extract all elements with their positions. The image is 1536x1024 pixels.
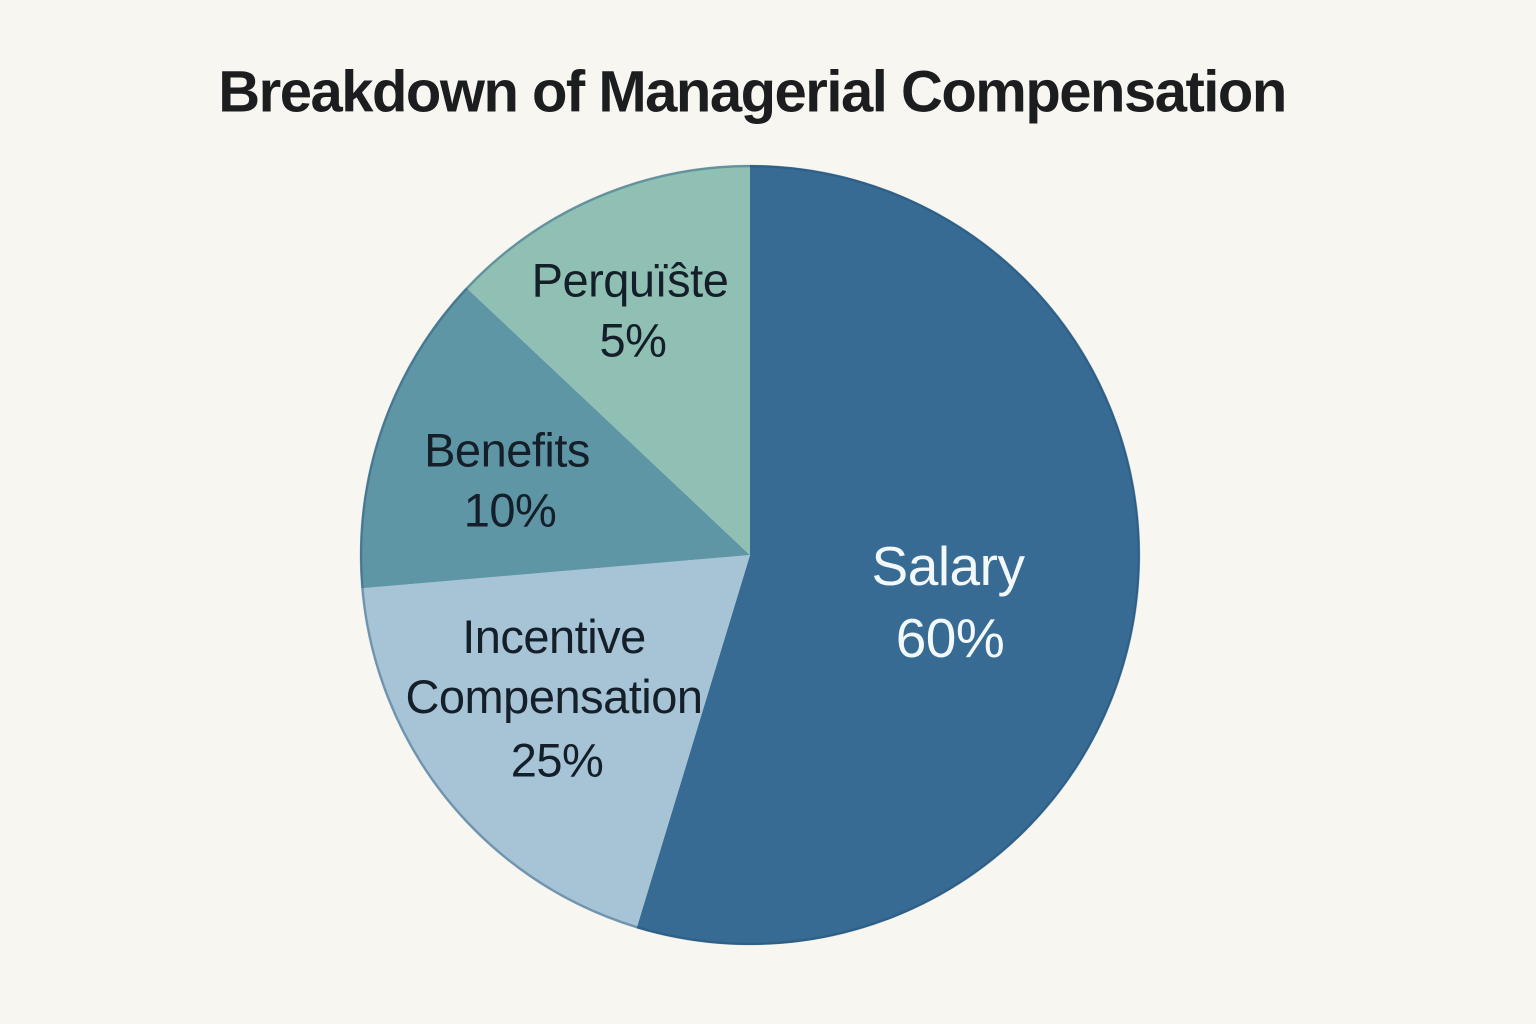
slice-label-benefits: Benefits [424,423,590,477]
pie-slice-incentive-compensation [361,555,750,929]
slice-pct-salary: 60% [895,607,1005,669]
slice-label-incentive-compensation: Incentive Compensation [405,609,703,723]
chart-title: Breakdown of Managerial Compensation [218,59,1287,125]
slice-pct-benefits: 10% [463,483,557,537]
pie-slice-perqu-te [466,165,750,555]
pie-rim [359,164,1141,946]
slice-pct-perquiste: 5% [599,313,667,367]
slice-pct-incentive-compensation: 25% [510,733,604,787]
pie-slice-benefits [359,287,750,589]
slice-label-salary: Salary [871,535,1025,597]
slice-label-perquiste: Perquïŝte [531,253,729,307]
pie-slice-salary [636,165,1140,945]
